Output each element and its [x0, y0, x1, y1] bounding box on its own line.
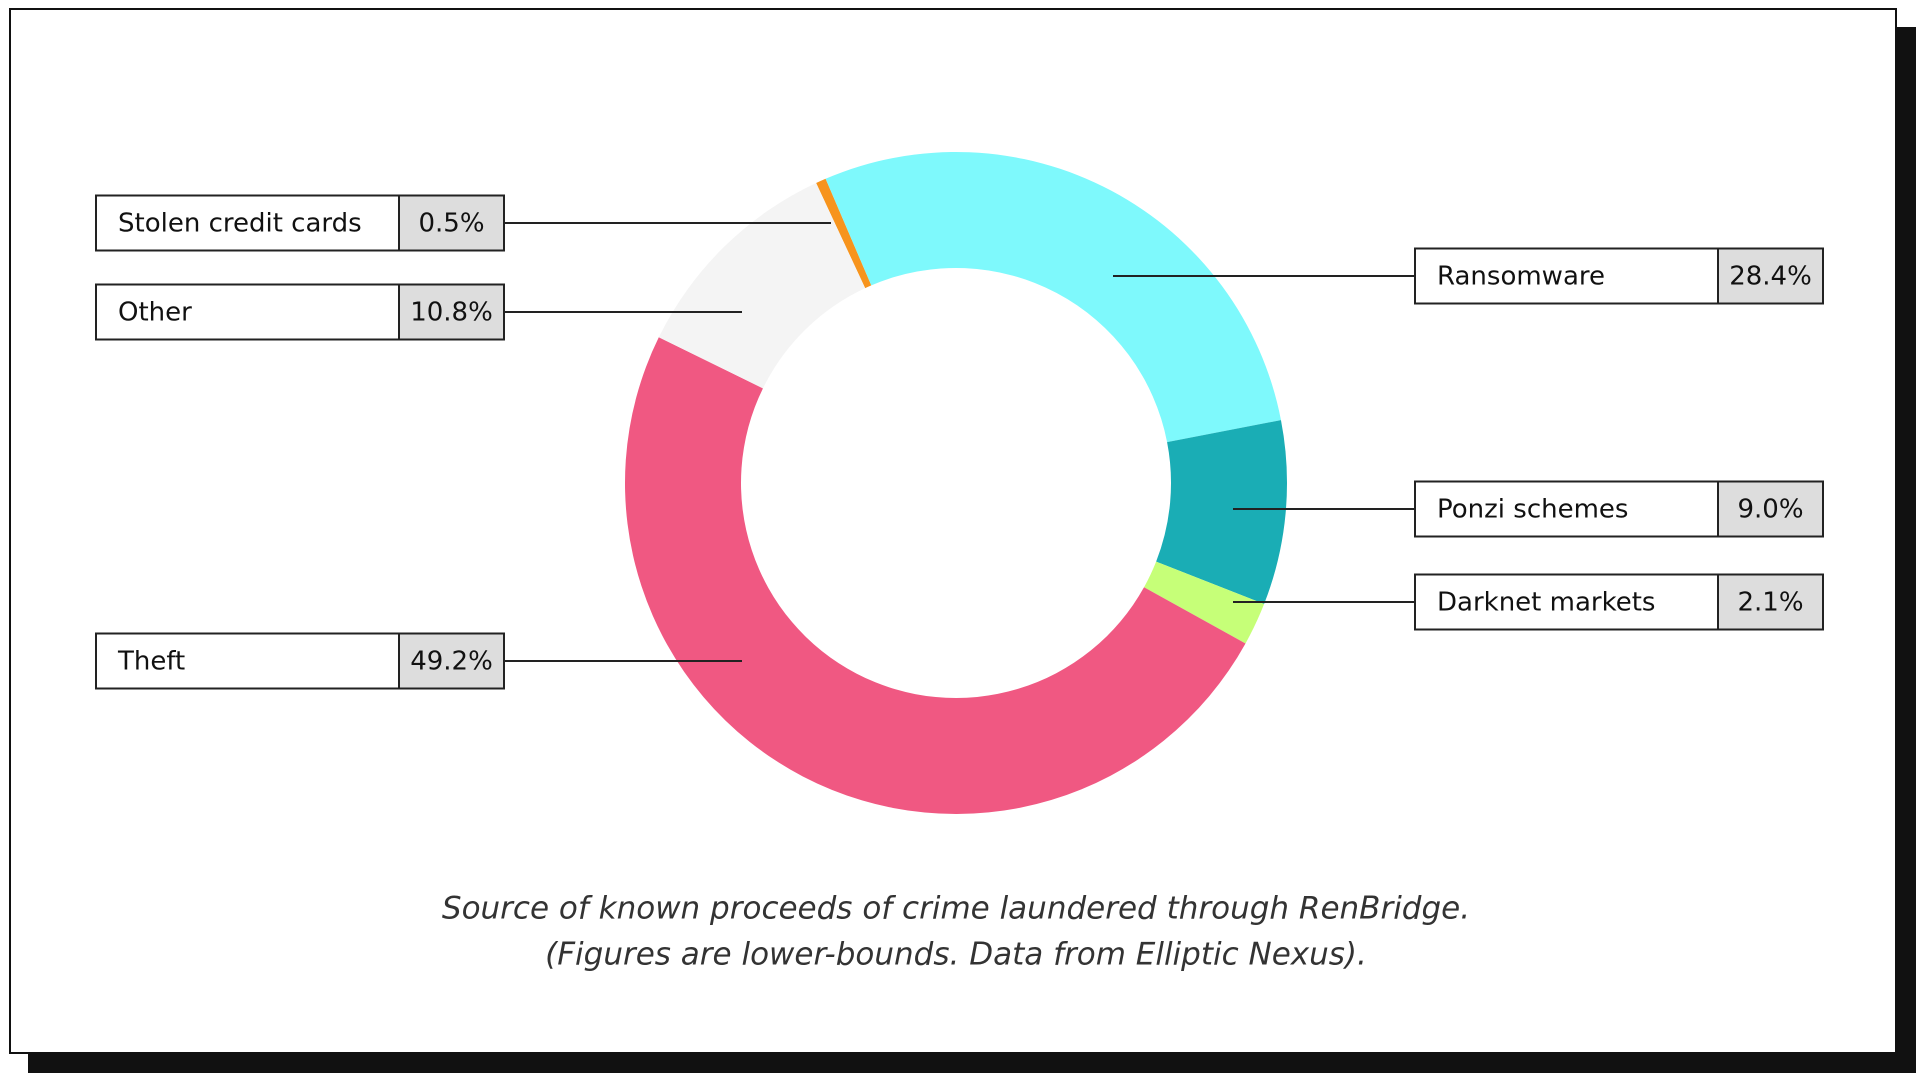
- label-name: Ponzi schemes: [1437, 495, 1628, 525]
- label-value: 9.0%: [1737, 495, 1803, 525]
- label-value: 49.2%: [410, 647, 493, 677]
- label-name-box: [1414, 480, 1719, 538]
- label-value-box: [1717, 480, 1824, 538]
- label-value: 10.8%: [410, 298, 493, 328]
- label-value-box: [398, 632, 505, 690]
- label-value: 0.5%: [418, 209, 484, 239]
- label-value-box: [398, 194, 505, 252]
- caption-line: Source of known proceeds of crime launde…: [442, 891, 1470, 927]
- label-value-box: [1717, 573, 1824, 631]
- label-value-box: [398, 283, 505, 341]
- donut-slice: [1144, 561, 1265, 644]
- donut-slice: [825, 151, 1281, 443]
- label-name-box: [95, 283, 400, 341]
- label-name: Stolen credit cards: [118, 209, 362, 239]
- donut-slice: [658, 183, 866, 389]
- label-value: 28.4%: [1729, 262, 1812, 292]
- donut-slice: [1156, 420, 1288, 604]
- label-name-box: [95, 194, 400, 252]
- label-name: Other: [118, 298, 192, 328]
- label-name: Ransomware: [1437, 262, 1605, 292]
- caption-line: (Figures are lower-bounds. Data from Ell…: [545, 937, 1367, 973]
- donut-slice: [624, 337, 1246, 815]
- label-value: 2.1%: [1737, 588, 1803, 618]
- donut-slice: [816, 178, 872, 289]
- label-name: Darknet markets: [1437, 588, 1655, 618]
- label-value-box: [1717, 247, 1824, 305]
- label-name: Theft: [117, 647, 185, 677]
- label-name-box: [95, 632, 400, 690]
